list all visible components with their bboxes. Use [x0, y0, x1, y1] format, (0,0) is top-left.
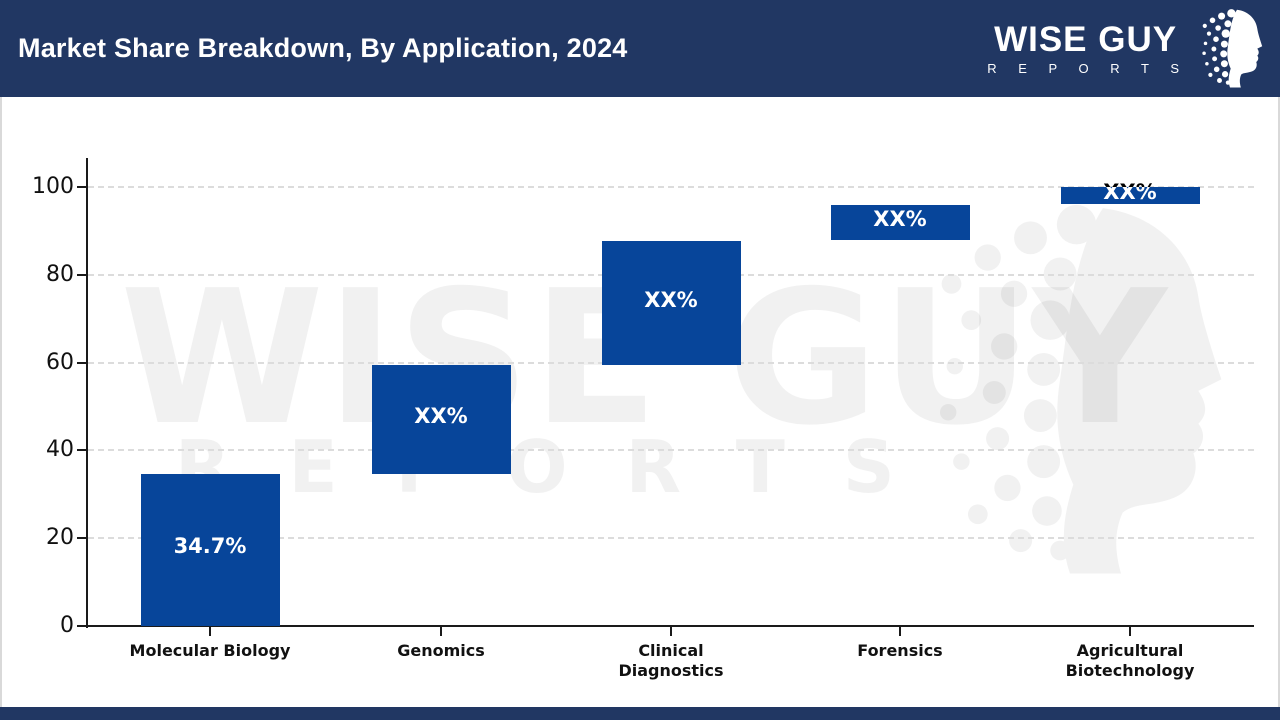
bar-value-label: XX%	[1103, 187, 1157, 205]
gridline	[88, 449, 1254, 452]
y-axis-tick-label: 0	[60, 613, 74, 638]
x-axis-category-label: Genomics	[397, 641, 485, 660]
bar-molecular-biology: 34.7%	[140, 473, 280, 626]
y-axis-tick-label: 60	[46, 349, 74, 375]
y-axis-tick	[77, 361, 86, 364]
wise-guy-reports-logo: WISE GUY R E P O R T S	[983, 7, 1266, 91]
bar-clinical-diagnostics: XX%	[601, 240, 741, 366]
x-axis-tick	[1129, 627, 1131, 636]
bar-value-label: XX%	[414, 403, 468, 428]
footer-bar	[0, 707, 1280, 720]
bar-value-label: 34.7%	[173, 534, 247, 559]
y-axis-tick	[77, 449, 86, 452]
bar-genomics: XX%	[371, 365, 511, 474]
x-axis-tick	[209, 627, 211, 636]
logo-wordmark: WISE GUY	[994, 20, 1178, 59]
x-axis-tick	[440, 627, 442, 636]
x-axis-line	[86, 625, 1254, 627]
y-axis-line	[86, 158, 88, 628]
x-axis-category-label: Agricultural Biotechnology	[1065, 641, 1195, 680]
chart-title: Market Share Breakdown, By Application, …	[18, 33, 628, 63]
x-axis-tick	[670, 627, 672, 636]
bar-value-label: XX%	[873, 206, 927, 231]
bar-agricultural-biotechnology: XX%	[1060, 187, 1200, 205]
y-axis-tick	[77, 537, 86, 540]
gridline	[88, 537, 1254, 540]
y-axis-tick	[77, 273, 86, 276]
y-axis-tick-label: 20	[46, 525, 74, 551]
logo-subtitle: R E P O R T S	[987, 61, 1188, 76]
y-axis-tick	[77, 186, 86, 188]
header-bar: Market Share Breakdown, By Application, …	[0, 0, 1280, 97]
bar-value-label: XX%	[644, 287, 698, 312]
y-axis-tick-label: 80	[46, 261, 74, 287]
x-axis-category-label: Molecular Biology	[129, 641, 291, 660]
x-axis-category-label: Clinical Diagnostics	[618, 641, 724, 680]
y-axis-tick-label: 100	[32, 174, 74, 199]
x-axis-tick	[899, 627, 901, 636]
y-axis-tick-label: 40	[46, 437, 74, 463]
gridline	[88, 186, 1254, 188]
x-axis-category-label: Forensics	[857, 641, 943, 660]
logo-head-icon	[1194, 7, 1266, 91]
logo-text: WISE GUY R E P O R T S	[983, 22, 1188, 75]
y-axis-tick	[77, 625, 86, 627]
bar-forensics: XX%	[830, 204, 970, 240]
